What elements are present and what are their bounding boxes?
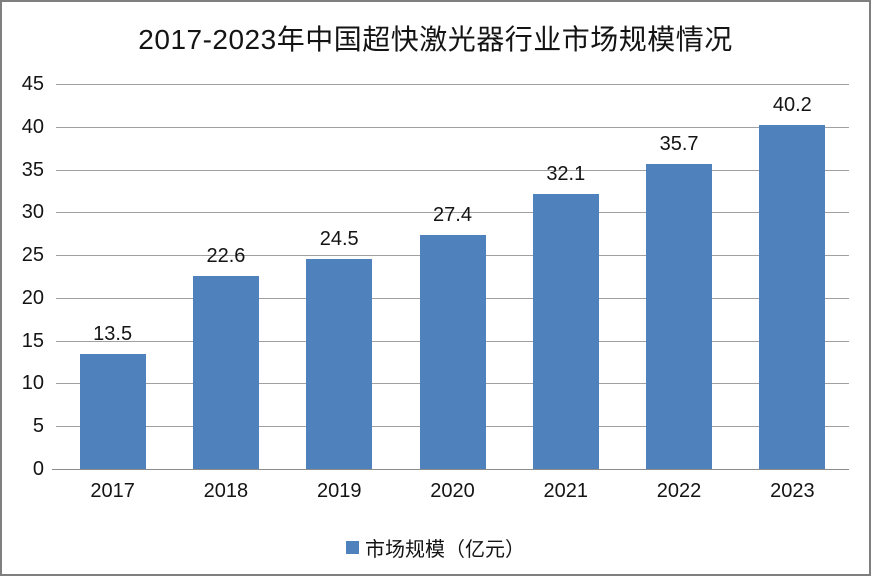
y-tick-label-45: 45 bbox=[21, 73, 44, 95]
x-tick-label-2022: 2022 bbox=[656, 480, 702, 502]
bar-2018 bbox=[192, 275, 259, 469]
gridline-y45 bbox=[56, 84, 849, 85]
legend-swatch-icon bbox=[346, 541, 359, 554]
x-axis: 2017 2018 2019 2020 2021 2022 2023 bbox=[56, 480, 849, 503]
data-label-2020: 27.4 bbox=[433, 203, 472, 226]
bar-2023 bbox=[759, 125, 826, 469]
y-tick-label-40: 40 bbox=[21, 115, 44, 138]
x-tick-label-2018: 2018 bbox=[203, 480, 249, 502]
y-tick-label-10: 10 bbox=[21, 372, 44, 395]
y-axis: 0 5 10 15 20 25 30 35 40 45 bbox=[2, 74, 44, 479]
y-tick-label-35: 35 bbox=[21, 158, 44, 181]
x-tick-label-2023: 2023 bbox=[770, 480, 815, 502]
bar-2019 bbox=[306, 259, 373, 469]
gridline-y30 bbox=[56, 212, 849, 214]
gridline-y40 bbox=[56, 126, 849, 128]
data-label-2022: 35.7 bbox=[659, 132, 699, 155]
y-tick-label-5: 5 bbox=[32, 415, 44, 438]
gridline-y35 bbox=[56, 169, 849, 171]
legend-label: 市场规模（亿元） bbox=[365, 539, 525, 561]
bar-2017 bbox=[79, 353, 146, 469]
data-label-2018: 22.6 bbox=[206, 244, 246, 267]
chart-title: 2017-2023年中国超快激光器行业市场规模情况 bbox=[138, 24, 733, 55]
x-tick-label-2020: 2020 bbox=[430, 480, 475, 502]
bar-2020 bbox=[419, 234, 486, 469]
y-tick-label-30: 30 bbox=[21, 201, 44, 224]
y-tick-label-0: 0 bbox=[32, 458, 44, 480]
bar-2022 bbox=[646, 163, 713, 469]
y-tick-label-25: 25 bbox=[21, 244, 44, 267]
y-tick-label-15: 15 bbox=[21, 329, 44, 352]
data-label-2019: 24.5 bbox=[319, 228, 359, 251]
x-tick-label-2021: 2021 bbox=[543, 480, 589, 502]
plot-area: 13.5 22.6 24.5 27.4 32.1 35.7 40.2 bbox=[52, 84, 849, 470]
x-tick-label-2017: 2017 bbox=[90, 480, 135, 502]
y-tick-label-20: 20 bbox=[21, 286, 44, 309]
data-label-2023: 40.2 bbox=[772, 94, 812, 117]
data-label-2017: 13.5 bbox=[93, 322, 133, 345]
x-tick-label-2019: 2019 bbox=[316, 480, 362, 502]
legend: 市场规模（亿元） bbox=[2, 533, 869, 562]
bar-2021 bbox=[532, 194, 599, 469]
x-axis-line bbox=[52, 469, 849, 470]
data-label-2021: 32.1 bbox=[546, 163, 586, 186]
